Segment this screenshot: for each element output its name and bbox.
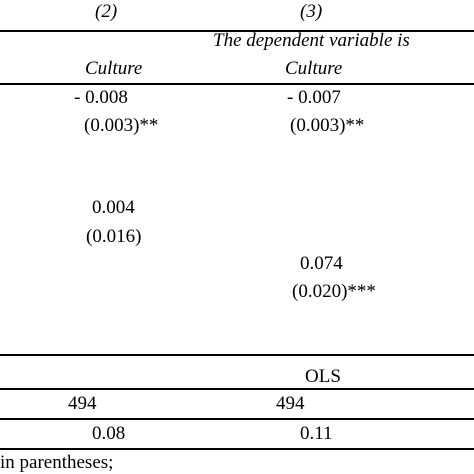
standard-error: (0.016) — [86, 226, 142, 247]
table-note: in parentheses; — [0, 452, 114, 473]
estimation-method: OLS — [305, 366, 341, 387]
standard-error: (0.020)*** — [292, 281, 376, 302]
standard-error: (0.003)** — [84, 115, 159, 136]
rule — [0, 418, 474, 420]
dependent-variable: Culture — [285, 58, 343, 79]
rule — [0, 30, 474, 32]
rule — [0, 354, 474, 356]
column-number: (2) — [95, 1, 118, 22]
observations: 494 — [68, 393, 97, 414]
coefficient: 0.074 — [300, 253, 343, 274]
r-squared: 0.11 — [300, 423, 333, 444]
rule — [0, 83, 474, 85]
coefficient: 0.004 — [92, 197, 135, 218]
coefficient: - 0.008 — [74, 87, 128, 108]
rule — [0, 448, 474, 450]
r-squared: 0.08 — [92, 423, 126, 444]
coefficient: - 0.007 — [287, 87, 341, 108]
rule — [0, 388, 474, 390]
dependent-variable: Culture — [85, 58, 143, 79]
observations: 494 — [276, 393, 305, 414]
standard-error: (0.003)** — [290, 115, 365, 136]
column-number: (3) — [300, 1, 323, 22]
dependent-variable-note: The dependent variable is — [213, 30, 410, 51]
